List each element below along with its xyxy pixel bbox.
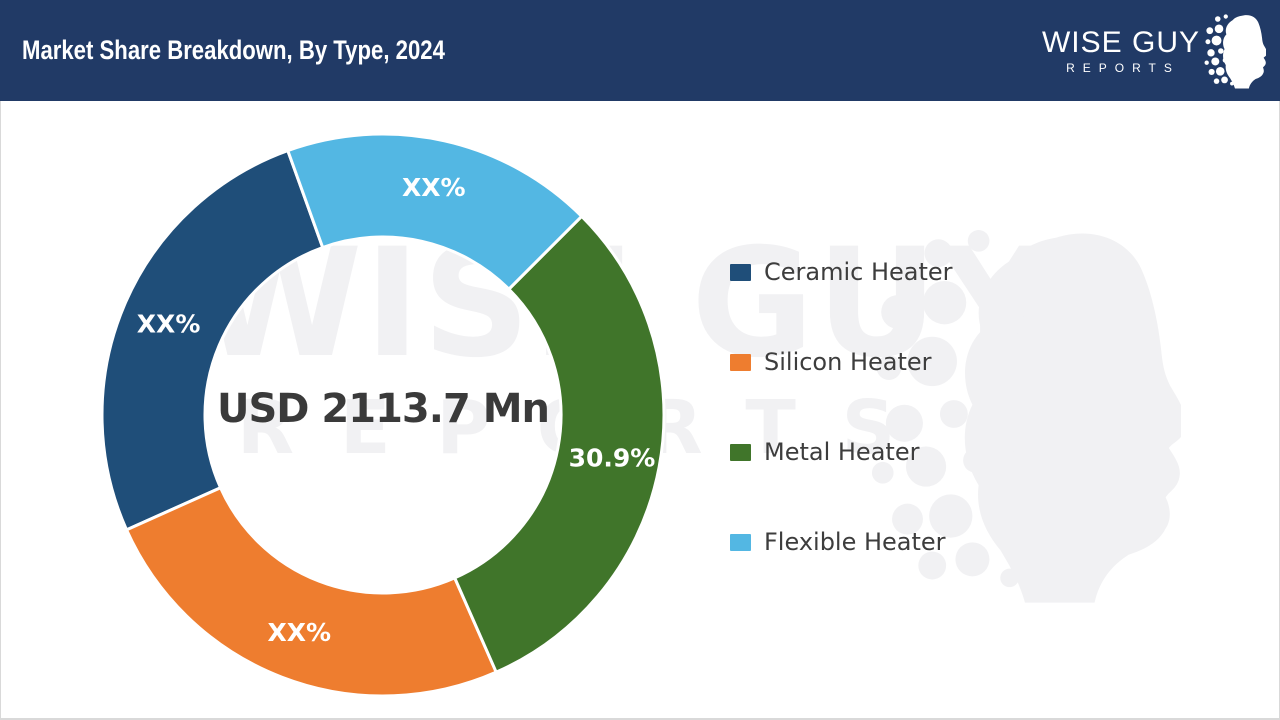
brand-wordmark: WISE GUY xyxy=(1041,25,1200,59)
segment-label-flexible-heater: XX% xyxy=(402,173,466,202)
donut-segment-ceramic-heater xyxy=(100,149,325,532)
legend-label: Metal Heater xyxy=(764,438,920,466)
legend-swatch-silicon xyxy=(730,353,751,371)
legend: Ceramic Heater Silicon Heater Metal Heat… xyxy=(730,257,953,557)
brand-logo: WISE GUY REPORTS xyxy=(1042,11,1266,91)
legend-item-silicon-heater: Silicon Heater xyxy=(730,347,953,377)
page-title: Market Share Breakdown, By Type, 2024 xyxy=(22,35,445,65)
segment-label-silicon-heater: XX% xyxy=(267,618,331,647)
donut-segment-flexible-heater xyxy=(286,132,584,291)
chart-area: WISE GUY REPORTS XX%XX%30.9%XX% USD 2113… xyxy=(0,101,1280,718)
legend-item-metal-heater: Metal Heater xyxy=(730,437,953,467)
header: Market Share Breakdown, By Type, 2024 WI… xyxy=(0,0,1280,101)
donut-chart: XX% XX% 30.9% XX% USD 2113.7 Mn xyxy=(100,132,666,698)
donut-segment-silicon-heater xyxy=(125,486,498,698)
legend-label: Ceramic Heater xyxy=(764,258,953,286)
brand-face-icon xyxy=(1204,11,1266,91)
legend-swatch-ceramic xyxy=(730,263,751,281)
legend-item-ceramic-heater: Ceramic Heater xyxy=(730,257,953,287)
segment-label-metal-heater: 30.9% xyxy=(569,443,656,472)
donut-segment-metal-heater xyxy=(453,214,666,674)
legend-label: Silicon Heater xyxy=(764,348,932,376)
brand-subtitle: REPORTS xyxy=(1066,60,1180,75)
legend-swatch-flexible xyxy=(730,533,751,551)
legend-label: Flexible Heater xyxy=(764,528,946,556)
chart-center-value: USD 2113.7 Mn xyxy=(217,386,549,432)
segment-label-ceramic-heater: XX% xyxy=(137,309,201,338)
legend-swatch-metal xyxy=(730,443,751,461)
legend-item-flexible-heater: Flexible Heater xyxy=(730,527,953,557)
